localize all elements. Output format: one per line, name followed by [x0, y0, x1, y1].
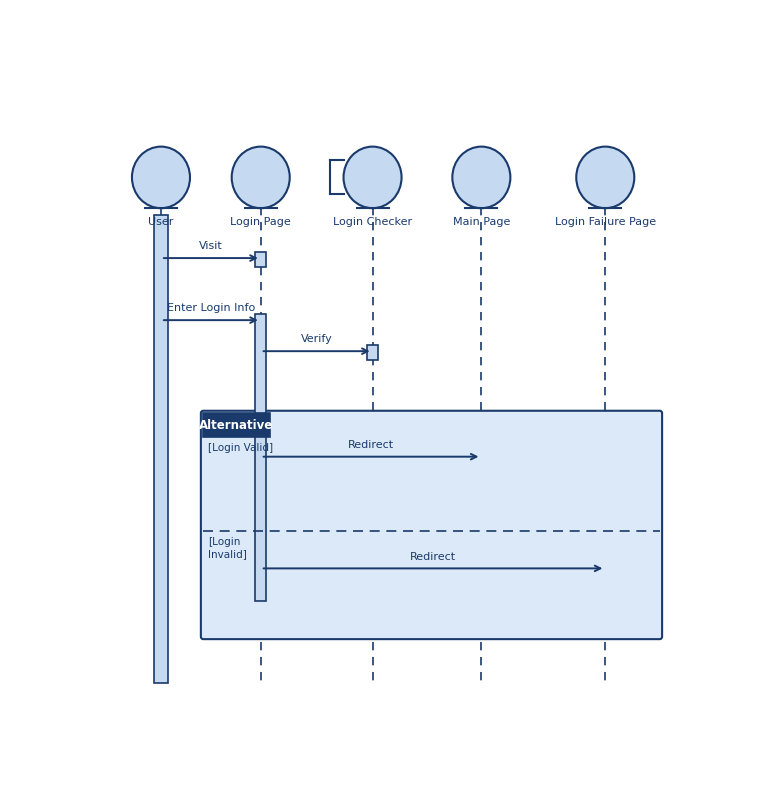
- Bar: [154, 214, 168, 683]
- Text: Visit: Visit: [199, 241, 223, 251]
- Bar: [367, 345, 378, 360]
- Ellipse shape: [343, 147, 402, 208]
- Ellipse shape: [576, 147, 634, 208]
- Text: User: User: [148, 217, 174, 226]
- Text: Main Page: Main Page: [452, 217, 510, 226]
- Text: Redirect: Redirect: [348, 440, 394, 450]
- Text: [Login
Invalid]: [Login Invalid]: [208, 538, 247, 559]
- Bar: [255, 251, 266, 268]
- Text: [Login Valid]: [Login Valid]: [208, 443, 273, 453]
- Text: Redirect: Redirect: [410, 551, 456, 562]
- Bar: [255, 314, 266, 600]
- FancyBboxPatch shape: [201, 411, 662, 639]
- Text: Verify: Verify: [301, 334, 332, 344]
- Text: Alternative: Alternative: [200, 418, 274, 431]
- Text: Login Page: Login Page: [230, 217, 291, 226]
- Ellipse shape: [232, 147, 289, 208]
- Ellipse shape: [132, 147, 190, 208]
- Text: Enter Login Info: Enter Login Info: [167, 303, 255, 314]
- Ellipse shape: [452, 147, 510, 208]
- Text: Login Checker: Login Checker: [333, 217, 412, 226]
- Text: Login Failure Page: Login Failure Page: [555, 217, 656, 226]
- Bar: [204, 413, 270, 437]
